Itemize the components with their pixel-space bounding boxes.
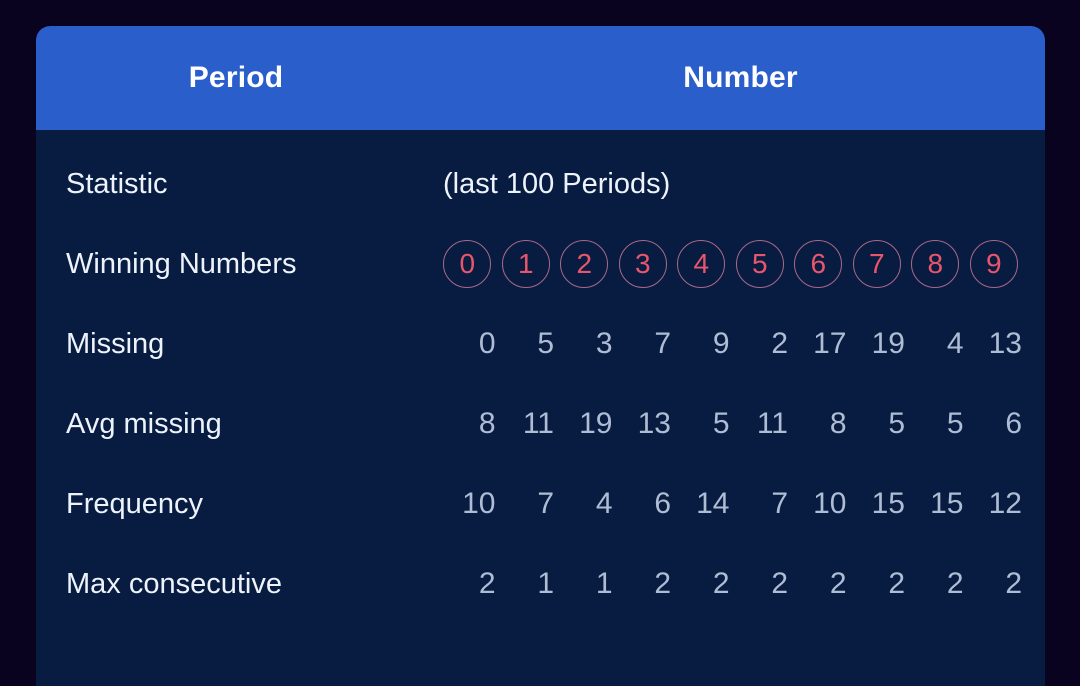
row-label: Winning Numbers xyxy=(66,247,297,280)
stat-value-cell: 10 xyxy=(813,487,847,520)
stat-value-cell: 19 xyxy=(579,407,613,440)
row-label: Avg missing xyxy=(66,407,222,440)
table-row: Statistic (last 100 Periods) xyxy=(36,144,1045,224)
row-label: Max consecutive xyxy=(66,567,282,600)
stat-value-cell: 19 xyxy=(871,327,905,360)
stat-value-cell: 15 xyxy=(930,487,964,520)
statistics-card: Period Number Statistic (last 100 Periods… xyxy=(36,26,1045,686)
stat-value-cell: 14 xyxy=(696,487,730,520)
winning-number-chip[interactable]: 8 xyxy=(911,240,960,288)
row-values: 2 1 1 2 2 2 2 2 2 2 xyxy=(438,567,1045,601)
winning-number-cell[interactable]: 9 xyxy=(965,240,1024,288)
stat-value-cell: 12 xyxy=(988,487,1022,520)
stat-value-cell: 4 xyxy=(946,327,964,360)
column-header-period: Period xyxy=(188,61,284,94)
stat-value-cell: 6 xyxy=(1005,407,1022,440)
stat-value-cell: 13 xyxy=(637,407,671,440)
winning-number-chip[interactable]: 5 xyxy=(735,240,784,288)
winning-number-cell[interactable]: 2 xyxy=(555,240,614,288)
page-background: Period Number Statistic (last 100 Periods… xyxy=(36,26,1045,686)
stat-value-cell: 2 xyxy=(771,567,788,600)
table-header: Period Number xyxy=(36,26,1045,130)
winning-number-cell[interactable]: 8 xyxy=(906,240,965,288)
stat-value-cell: 2 xyxy=(712,567,730,600)
stat-value-cell: 5 xyxy=(946,407,964,440)
table-row: Max consecutive 2 1 1 2 2 2 2 2 2 2 xyxy=(36,544,1045,624)
row-label: Frequency xyxy=(66,487,204,520)
table-row: Missing 0 5 3 7 9 2 17 19 4 13 xyxy=(36,304,1045,384)
stat-value-cell: 2 xyxy=(771,327,788,360)
row-values: 0 5 3 7 9 2 17 19 4 13 xyxy=(438,327,1045,361)
winning-number-chip[interactable]: 0 xyxy=(443,240,492,288)
stat-value-cell: 15 xyxy=(871,487,905,520)
period-range-note: (last 100 Periods) xyxy=(443,167,671,200)
row-values: (last 100 Periods) xyxy=(438,168,1045,201)
stat-value-cell: 1 xyxy=(595,567,613,600)
stat-value-cell: 5 xyxy=(537,327,554,360)
stat-value-cell: 7 xyxy=(771,487,788,520)
stat-value-cell: 2 xyxy=(829,567,847,600)
winning-number-chip[interactable]: 6 xyxy=(794,240,843,288)
row-label: Missing xyxy=(66,327,165,360)
row-label: Statistic xyxy=(66,167,168,200)
stat-value-cell: 9 xyxy=(712,327,730,360)
winning-number-cell[interactable]: 5 xyxy=(731,240,790,288)
row-values: 8 11 19 13 5 11 8 5 5 6 xyxy=(438,407,1045,441)
stat-value-cell: 2 xyxy=(654,567,671,600)
stat-value-cell: 1 xyxy=(537,567,554,600)
stat-value-cell: 5 xyxy=(888,407,905,440)
winning-number-chip[interactable]: 9 xyxy=(969,240,1018,288)
stat-value-cell: 13 xyxy=(988,327,1022,360)
stat-value-cell: 8 xyxy=(478,407,496,440)
stat-value-cell: 4 xyxy=(595,487,613,520)
winning-number-cell[interactable]: 4 xyxy=(672,240,731,288)
table-row: Frequency 10 7 4 6 14 7 10 15 15 12 xyxy=(36,464,1045,544)
stat-value-cell: 10 xyxy=(462,487,496,520)
stat-value-cell: 2 xyxy=(946,567,964,600)
winning-number-cell[interactable]: 6 xyxy=(789,240,848,288)
winning-number-cell[interactable]: 7 xyxy=(848,240,907,288)
winning-number-chip[interactable]: 2 xyxy=(560,240,609,288)
stat-value-cell: 11 xyxy=(522,407,554,440)
table-row: Winning Numbers 0 1 2 3 4 5 6 7 8 9 xyxy=(36,224,1045,304)
stat-value-cell: 6 xyxy=(654,487,671,520)
stat-value-cell: 17 xyxy=(813,327,847,360)
winning-number-chip[interactable]: 1 xyxy=(501,240,550,288)
stat-value-cell: 5 xyxy=(712,407,730,440)
row-values: 10 7 4 6 14 7 10 15 15 12 xyxy=(438,487,1045,521)
stat-value-cell: 2 xyxy=(478,567,496,600)
stat-value-cell: 11 xyxy=(756,407,788,440)
stat-value-cell: 7 xyxy=(537,487,554,520)
winning-number-chip[interactable]: 3 xyxy=(618,240,667,288)
table-body: Statistic (last 100 Periods) Winning Numbe… xyxy=(36,130,1045,624)
stat-value-cell: 7 xyxy=(654,327,671,360)
stat-value-cell: 0 xyxy=(478,327,496,360)
winning-number-chip[interactable]: 7 xyxy=(852,240,901,288)
column-header-number: Number xyxy=(683,61,798,94)
stat-value-cell: 8 xyxy=(829,407,847,440)
stat-value-cell: 2 xyxy=(1005,567,1022,600)
winning-number-cell[interactable]: 1 xyxy=(497,240,556,288)
winning-number-cell[interactable]: 0 xyxy=(438,240,497,288)
winning-number-cell[interactable]: 3 xyxy=(614,240,673,288)
stat-value-cell: 2 xyxy=(888,567,905,600)
stat-value-cell: 3 xyxy=(595,327,613,360)
winning-number-chip[interactable]: 4 xyxy=(677,240,726,288)
table-row: Avg missing 8 11 19 13 5 11 8 5 5 6 xyxy=(36,384,1045,464)
